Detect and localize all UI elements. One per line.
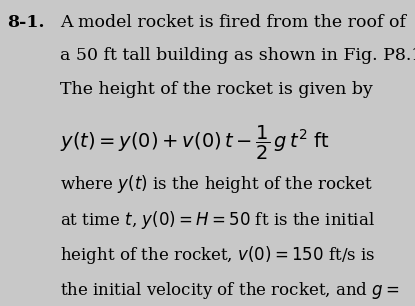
- Text: where $y(t)$ is the height of the rocket: where $y(t)$ is the height of the rocket: [60, 173, 373, 195]
- Text: The height of the rocket is given by: The height of the rocket is given by: [60, 81, 373, 98]
- Text: $y(t) = y(0) + v(0)\,t - \dfrac{1}{2}\,g\,t^2\ \mathrm{ft}$: $y(t) = y(0) + v(0)\,t - \dfrac{1}{2}\,g…: [60, 124, 330, 162]
- Text: 8-1.: 8-1.: [7, 14, 45, 31]
- Text: a 50 ft tall building as shown in Fig. P8.1.: a 50 ft tall building as shown in Fig. P…: [60, 47, 415, 65]
- Text: height of the rocket, $v(0) = 150$ ft/s is: height of the rocket, $v(0) = 150$ ft/s …: [60, 244, 376, 267]
- Text: the initial velocity of the rocket, and $g =$: the initial velocity of the rocket, and …: [60, 280, 400, 301]
- Text: at time $t$, $y(0) = H = 50$ ft is the initial: at time $t$, $y(0) = H = 50$ ft is the i…: [60, 209, 375, 231]
- Text: A model rocket is fired from the roof of: A model rocket is fired from the roof of: [60, 14, 406, 31]
